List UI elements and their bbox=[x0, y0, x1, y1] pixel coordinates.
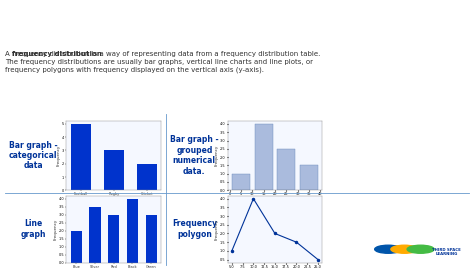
Bar bbox=[104, 150, 124, 190]
Text: Bar graph -
grouped
numerical
data.: Bar graph - grouped numerical data. bbox=[170, 135, 219, 176]
Bar bbox=[232, 174, 250, 190]
Bar bbox=[108, 215, 119, 263]
Y-axis label: Frequency: Frequency bbox=[214, 145, 219, 166]
Bar bbox=[277, 149, 295, 190]
Bar bbox=[255, 124, 273, 190]
Circle shape bbox=[407, 245, 434, 253]
Bar bbox=[137, 164, 157, 190]
Y-axis label: Frequency: Frequency bbox=[214, 218, 219, 240]
Bar bbox=[300, 165, 318, 190]
Text: THIRD SPACE
LEARNING: THIRD SPACE LEARNING bbox=[432, 248, 461, 256]
Bar bbox=[146, 215, 157, 263]
Circle shape bbox=[391, 245, 418, 253]
Text: Bar graph -
categorical
data: Bar graph - categorical data bbox=[9, 140, 57, 170]
Y-axis label: Frequency: Frequency bbox=[53, 218, 57, 240]
Text: Line
graph: Line graph bbox=[20, 219, 46, 239]
X-axis label: Values, x: Values, x bbox=[266, 198, 284, 202]
Circle shape bbox=[374, 245, 402, 253]
Bar bbox=[90, 207, 100, 263]
Bar bbox=[71, 124, 91, 190]
X-axis label: Sport: Sport bbox=[108, 198, 119, 202]
Text: Frequency Distribution: Frequency Distribution bbox=[7, 14, 295, 34]
Text: A frequency distribution is a way of representing data from a frequency distribu: A frequency distribution is a way of rep… bbox=[5, 51, 320, 73]
Bar bbox=[71, 231, 82, 263]
Text: frequency distribution: frequency distribution bbox=[12, 51, 102, 57]
Bar bbox=[127, 199, 138, 263]
Text: Frequency
polygon: Frequency polygon bbox=[172, 219, 217, 239]
Y-axis label: Frequency: Frequency bbox=[56, 145, 61, 166]
